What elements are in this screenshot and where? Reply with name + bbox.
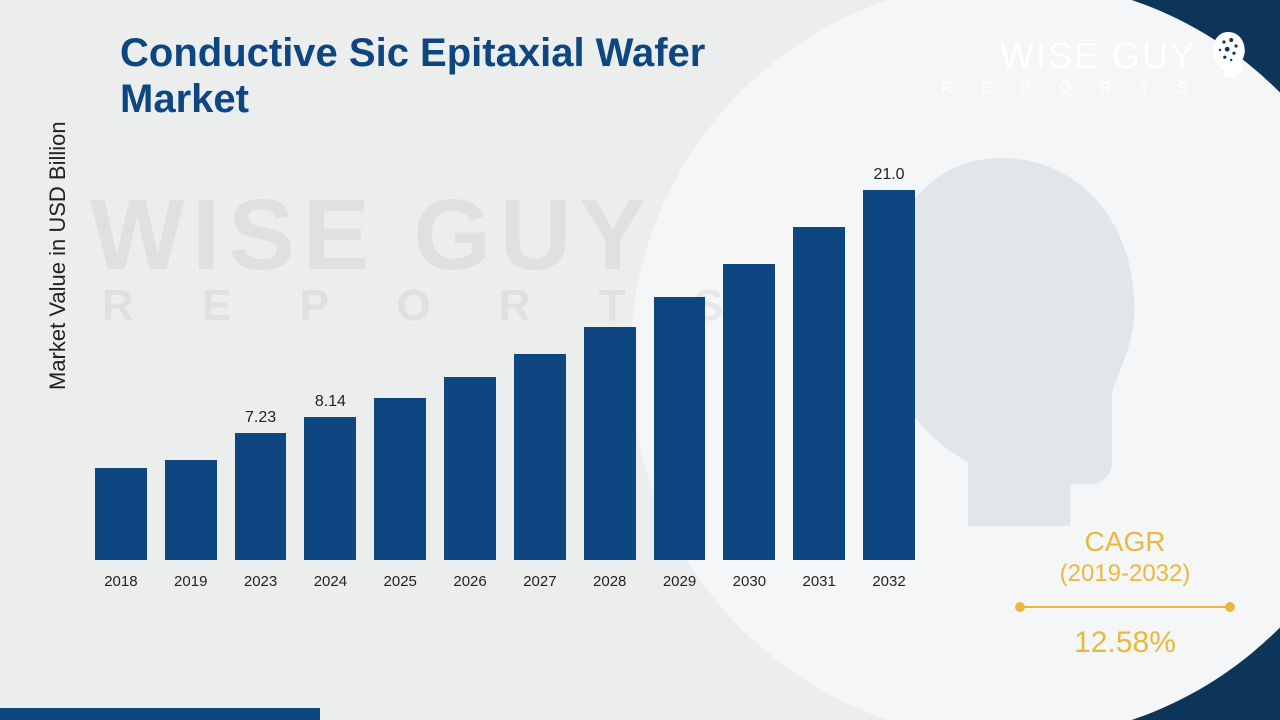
- x-label: 2027: [514, 573, 566, 590]
- bar-2025: [374, 398, 426, 560]
- bar-rect: [654, 297, 706, 560]
- x-label: 2030: [723, 573, 775, 590]
- bottom-strip: [0, 708, 320, 720]
- x-label: 2031: [793, 573, 845, 590]
- bar-rect: [444, 377, 496, 560]
- bar-rect: [863, 190, 915, 560]
- x-label: 2019: [165, 573, 217, 590]
- x-label: 2026: [444, 573, 496, 590]
- y-axis-label: Market Value in USD Billion: [45, 121, 71, 390]
- bar-rect: [374, 398, 426, 560]
- x-label: 2018: [95, 573, 147, 590]
- logo-text-sub: R E P O R T S: [941, 80, 1200, 98]
- bar-2027: [514, 354, 566, 560]
- cagr-divider: [1020, 606, 1230, 608]
- bar-value-label: 7.23: [245, 409, 276, 427]
- bar-rect: [235, 433, 287, 560]
- x-label: 2029: [654, 573, 706, 590]
- bar-rect: [165, 460, 217, 560]
- bar-rect: [584, 327, 636, 560]
- bar-2032: 21.0: [863, 190, 915, 560]
- bar-2023: 7.23: [235, 433, 287, 560]
- bar-2029: [654, 297, 706, 560]
- cagr-range: (2019-2032): [1010, 560, 1240, 588]
- x-label: 2025: [374, 573, 426, 590]
- bar-2028: [584, 327, 636, 560]
- x-axis-labels: 2018 2019 2023 2024 2025 2026 2027 2028 2029 2030…: [95, 573, 915, 590]
- bar-rect: [95, 468, 147, 560]
- x-label: 2024: [304, 573, 356, 590]
- bar-2019: [165, 460, 217, 560]
- logo: WISE GUY R E P O R T S: [941, 30, 1250, 98]
- logo-main-row: WISE GUY: [941, 30, 1250, 82]
- cagr-block: CAGR (2019-2032) 12.58%: [1010, 526, 1240, 660]
- x-label: 2028: [584, 573, 636, 590]
- logo-text-main: WISE GUY: [1000, 35, 1196, 77]
- x-label: 2032: [863, 573, 915, 590]
- bars-container: 7.23 8.14 21.0: [95, 190, 915, 560]
- bar-rect: [723, 264, 775, 560]
- cagr-value: 12.58%: [1010, 626, 1240, 660]
- bar-2031: [793, 227, 845, 560]
- bar-value-label: 21.0: [873, 166, 904, 184]
- bar-2024: 8.14: [304, 417, 356, 560]
- logo-head-icon: [1206, 30, 1250, 82]
- x-label: 2023: [235, 573, 287, 590]
- infographic-canvas: WISE GUY R E P O R T S Conductive Sic Ep…: [0, 0, 1280, 720]
- bar-2026: [444, 377, 496, 560]
- bar-rect: [793, 227, 845, 560]
- chart-title: Conductive Sic Epitaxial Wafer Market: [120, 30, 760, 122]
- bar-chart: 7.23 8.14 21.0 2018 2019 2023 2024 2025 2026 202…: [95, 190, 915, 590]
- bar-rect: [514, 354, 566, 560]
- bar-2018: [95, 468, 147, 560]
- bar-rect: [304, 417, 356, 560]
- cagr-title: CAGR: [1010, 526, 1240, 558]
- bar-value-label: 8.14: [315, 393, 346, 411]
- bar-2030: [723, 264, 775, 560]
